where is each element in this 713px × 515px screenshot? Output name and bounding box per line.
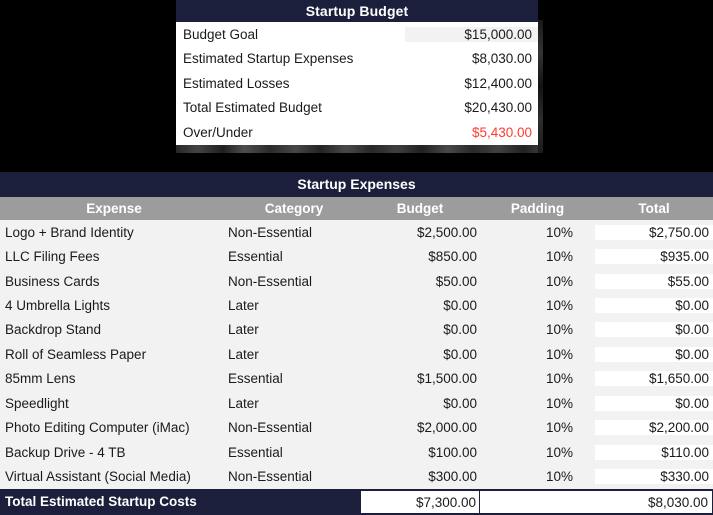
cell-expense[interactable]: LLC Filing Fees [5,249,100,265]
column-header-padding[interactable]: Padding [510,201,565,216]
cell-budget[interactable]: $0.00 [443,298,477,314]
cell-category[interactable]: Essential [228,444,283,460]
cell-budget[interactable]: $0.00 [443,346,477,362]
cell-padding[interactable]: 10% [545,420,573,436]
budget-row-label: Estimated Startup Expenses [183,51,354,67]
cell-category[interactable]: Non-Essential [228,224,313,240]
total-row-label: Total Estimated Startup Costs [5,494,197,510]
budget-row-label: Budget Goal [183,26,259,42]
budget-row: Budget Goal $15,000.00 [176,22,538,47]
cell-budget[interactable]: $2,500.00 [416,224,477,240]
budget-row: Total Estimated Budget $20,430.00 [176,95,538,120]
cell-expense[interactable]: Logo + Brand Identity [5,224,134,240]
table-body: Logo + Brand Identity Non-Essential $2,500… [0,220,713,489]
cell-budget[interactable]: $100.00 [428,444,477,460]
cell-budget[interactable]: $0.00 [443,322,477,338]
table-row: Speedlight Later $0.00 10% $0.00 [0,391,713,416]
cell-padding[interactable]: 10% [545,322,573,338]
cell-padding[interactable]: 10% [545,395,573,411]
cell-total[interactable]: $935.00 [595,249,713,265]
cell-expense[interactable]: 4 Umbrella Lights [5,298,111,314]
cell-budget[interactable]: $50.00 [435,273,477,289]
table-header-row: Expense Category Budget Padding Total [0,197,713,220]
budget-row-value[interactable]: $8,030.00 [471,51,532,67]
cell-total[interactable]: $55.00 [595,273,713,289]
cell-total[interactable]: $2,750.00 [595,224,713,240]
cell-expense[interactable]: Photo Editing Computer (iMac) [5,420,190,436]
startup-budget-rows: Budget Goal $15,000.00 Estimated Startup E… [176,22,538,145]
column-header-total[interactable]: Total [595,201,713,216]
cell-total[interactable]: $0.00 [595,395,713,411]
cell-category[interactable]: Later [228,346,259,362]
budget-row: Estimated Losses $12,400.00 [176,71,538,96]
cell-category[interactable]: Essential [228,371,283,387]
cell-total[interactable]: $110.00 [595,444,713,460]
total-row-budget[interactable]: $7,300.00 [360,489,480,514]
cell-category[interactable]: Later [228,322,259,338]
cell-expense[interactable]: Backdrop Stand [5,322,102,338]
table-row: Photo Editing Computer (iMac) Non-Essenti… [0,415,713,440]
cell-total[interactable]: $1,650.00 [595,371,713,387]
startup-expenses-title: Startup Expenses [0,172,713,197]
table-row: 85mm Lens Essential $1,500.00 10% $1,650.00 [0,366,713,392]
table-total-row: Total Estimated Startup Costs $7,300.00 … [0,488,713,515]
cell-budget[interactable]: $2,000.00 [416,420,477,436]
column-header-category[interactable]: Category [264,201,324,216]
cell-category[interactable]: Later [228,395,259,411]
cell-padding[interactable]: 10% [545,273,573,289]
cell-budget[interactable]: $300.00 [428,469,477,485]
startup-budget-title: Startup Budget [176,0,538,22]
cell-total[interactable]: $330.00 [595,469,713,485]
budget-row-label: Over/Under [183,124,253,140]
cell-budget[interactable]: $1,500.00 [416,371,477,387]
table-row: 4 Umbrella Lights Later $0.00 10% $0.00 [0,293,713,318]
cell-category[interactable]: Non-Essential [228,420,313,436]
compression-artifact-strip [176,145,538,153]
cell-total[interactable]: $0.00 [595,298,713,314]
table-row: Roll of Seamless Paper Later $0.00 10% $0.00 [0,342,713,367]
budget-row: Estimated Startup Expenses $8,030.00 [176,46,538,71]
cell-budget[interactable]: $850.00 [428,249,477,265]
cell-padding[interactable]: 10% [545,224,573,240]
table-row: Logo + Brand Identity Non-Essential $2,500… [0,220,713,245]
card-edge-shadow [538,20,543,153]
budget-row-value[interactable]: $15,000.00 [405,26,538,42]
cell-category[interactable]: Later [228,298,259,314]
cell-expense[interactable]: Speedlight [5,395,69,411]
cell-expense[interactable]: 85mm Lens [5,371,76,387]
budget-row-value[interactable]: $12,400.00 [464,75,532,91]
cell-padding[interactable]: 10% [545,298,573,314]
cell-padding[interactable]: 10% [545,444,573,460]
budget-row-value[interactable]: $5,430.00 [471,124,532,140]
column-header-expense[interactable]: Expense [86,201,142,216]
cell-expense[interactable]: Roll of Seamless Paper [5,346,147,362]
cell-budget[interactable]: $0.00 [443,395,477,411]
table-row: Virtual Assistant (Social Media) Non-Esse… [0,464,713,489]
cell-expense[interactable]: Virtual Assistant (Social Media) [5,469,191,485]
total-row-total[interactable]: $8,030.00 [480,489,713,514]
startup-expenses-table: Startup Expenses Expense Category Budget… [0,172,713,515]
budget-row: Over/Under $5,430.00 [176,120,538,145]
cell-padding[interactable]: 10% [545,249,573,265]
cell-category[interactable]: Non-Essential [228,273,313,289]
budget-row-label: Estimated Losses [183,75,290,91]
cell-category[interactable]: Essential [228,249,283,265]
cell-padding[interactable]: 10% [545,346,573,362]
budget-row-label: Total Estimated Budget [183,100,322,116]
table-row: Business Cards Non-Essential $50.00 10% $55.… [0,268,713,294]
table-row: Backdrop Stand Later $0.00 10% $0.00 [0,317,713,343]
startup-budget-card: Startup Budget Budget Goal $15,000.00 Esti… [176,0,538,145]
cell-total[interactable]: $0.00 [595,322,713,338]
cell-category[interactable]: Non-Essential [228,469,313,485]
budget-row-value[interactable]: $20,430.00 [464,100,532,116]
cell-padding[interactable]: 10% [545,371,573,387]
table-row: LLC Filing Fees Essential $850.00 10% $935.0… [0,244,713,269]
cell-total[interactable]: $2,200.00 [595,420,713,436]
cell-padding[interactable]: 10% [545,469,573,485]
cell-expense[interactable]: Backup Drive - 4 TB [5,444,126,460]
cell-expense[interactable]: Business Cards [5,273,100,289]
table-row: Backup Drive - 4 TB Essential $100.00 10% $1… [0,439,713,465]
column-header-budget[interactable]: Budget [396,201,444,216]
cell-total[interactable]: $0.00 [595,346,713,362]
